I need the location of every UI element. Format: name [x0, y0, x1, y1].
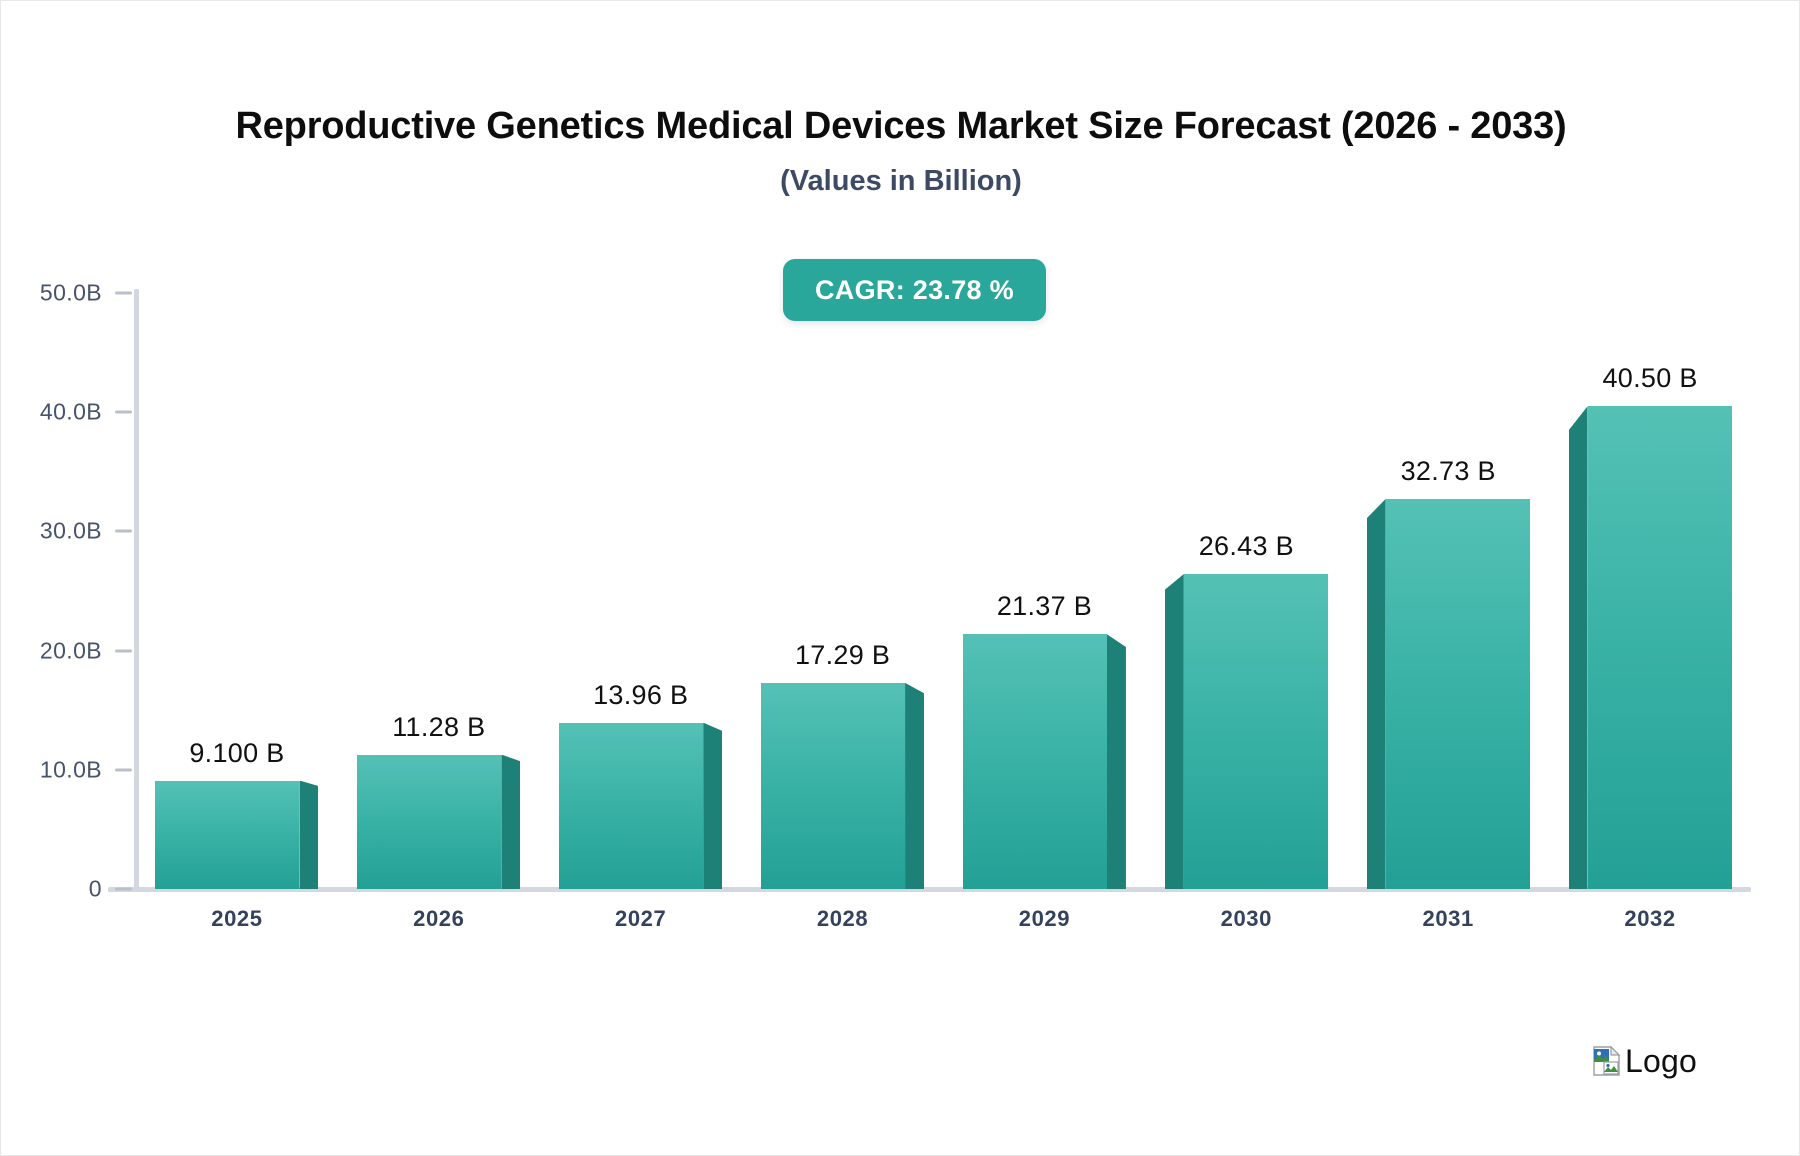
- bar-group[interactable]: 40.50 B: [1568, 363, 1732, 889]
- bar-side: [905, 682, 925, 889]
- bar-side: [703, 722, 723, 889]
- bar-value-label: 21.37 B: [996, 591, 1093, 622]
- bar-face: [761, 682, 906, 889]
- y-axis-tick-mark: [115, 529, 132, 533]
- bar-value-label: 13.96 B: [593, 679, 689, 710]
- y-axis-tick-label: 50.0B: [39, 279, 102, 306]
- bar-side: [1164, 573, 1184, 889]
- y-axis-tick-label: 0: [88, 875, 102, 902]
- bar-face: [559, 722, 704, 889]
- logo-watermark: Logo: [1591, 1045, 1697, 1077]
- plot-area: 9.100 B 11.28 B 13.96 B 17.29 B 21.37 B 26.43…: [136, 293, 1751, 889]
- y-axis-tick-label: 30.0B: [39, 517, 102, 544]
- bar[interactable]: [155, 780, 319, 889]
- x-axis-tick-label: 2029: [1018, 906, 1071, 931]
- y-axis-tick: 10.0B: [1, 756, 136, 783]
- bar-group[interactable]: 13.96 B: [559, 680, 723, 889]
- bar-value-label: 26.43 B: [1198, 530, 1294, 561]
- broken-image-icon: [1591, 1045, 1623, 1077]
- bar-side: [1106, 634, 1126, 889]
- y-axis-tick-label: 20.0B: [39, 637, 102, 664]
- x-axis-tick-label: 2025: [211, 906, 263, 931]
- bar-face: [1587, 406, 1732, 889]
- y-axis-tick-mark: [115, 291, 132, 295]
- bar[interactable]: [761, 682, 925, 889]
- bar-side: [501, 754, 521, 889]
- y-axis-tick-label: 40.0B: [39, 398, 102, 425]
- y-axis-tick-mark: [115, 649, 132, 653]
- x-axis-tick-label: 2028: [816, 906, 869, 931]
- bar-face: [357, 754, 502, 889]
- bar[interactable]: [1366, 498, 1530, 889]
- bar-face: [155, 780, 300, 889]
- bar[interactable]: [1164, 573, 1328, 889]
- bar-value-label: 32.73 B: [1400, 455, 1496, 486]
- bar-side: [1568, 406, 1588, 889]
- bar-side: [299, 780, 319, 889]
- bar-face: [1183, 573, 1328, 889]
- title-block: Reproductive Genetics Medical Devices Ma…: [1, 105, 1799, 198]
- x-axis-tick-label: 2026: [413, 906, 465, 931]
- cagr-badge: CAGR: 23.78 %: [783, 259, 1046, 321]
- y-axis-tick: 50.0B: [1, 280, 136, 307]
- bar-side: [1366, 498, 1386, 889]
- bar-value-label: 9.100 B: [189, 737, 285, 768]
- bar[interactable]: [559, 722, 723, 889]
- bar-face: [1385, 498, 1530, 889]
- y-axis-tick-mark: [115, 410, 132, 414]
- logo-alt-text: Logo: [1625, 1043, 1697, 1079]
- y-axis-tick: 0: [1, 876, 136, 903]
- bar-group[interactable]: 32.73 B: [1366, 456, 1530, 889]
- y-axis-tick-mark: [115, 768, 132, 772]
- y-axis-tick: 40.0B: [1, 399, 136, 426]
- bar-group[interactable]: 11.28 B: [357, 712, 521, 889]
- y-axis-tick-mark: [115, 887, 132, 891]
- bar-group[interactable]: 17.29 B: [761, 640, 925, 889]
- bar[interactable]: [1568, 406, 1732, 889]
- bar-group[interactable]: 21.37 B: [962, 591, 1126, 889]
- x-axis-line: [108, 887, 1751, 892]
- x-axis-tick-label: 2027: [615, 906, 667, 931]
- bar[interactable]: [962, 634, 1126, 889]
- bar-value-label: 40.50 B: [1602, 363, 1698, 394]
- x-axis-tick-label: 2032: [1624, 906, 1676, 931]
- x-axis-tick-label: 2030: [1220, 906, 1272, 931]
- bar-value-label: 17.29 B: [794, 639, 891, 670]
- y-axis-tick: 30.0B: [1, 518, 136, 545]
- chart-subtitle: (Values in Billion): [780, 164, 1022, 197]
- bar-face: [962, 634, 1107, 889]
- x-axis-tick-label: 2031: [1422, 906, 1474, 931]
- page-title: Reproductive Genetics Medical Devices Ma…: [235, 105, 1567, 147]
- bar-value-label: 11.28 B: [392, 711, 486, 742]
- y-axis-tick-label: 10.0B: [39, 756, 102, 783]
- bar-group[interactable]: 9.100 B: [155, 738, 319, 889]
- bar[interactable]: [357, 754, 521, 889]
- bar-group[interactable]: 26.43 B: [1164, 531, 1328, 889]
- y-axis-tick: 20.0B: [1, 637, 136, 664]
- y-axis-line: [134, 289, 139, 891]
